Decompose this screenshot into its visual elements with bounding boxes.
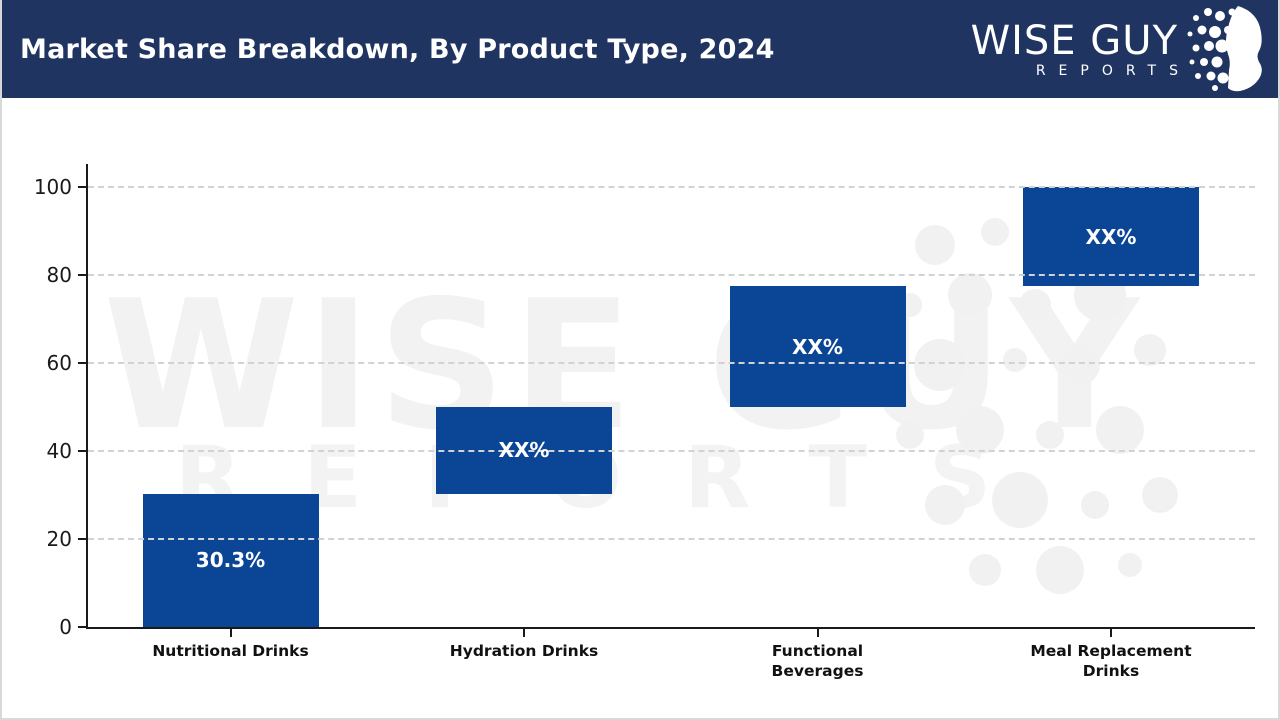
y-tick-mark xyxy=(78,274,86,276)
gridline xyxy=(88,538,1255,540)
y-tick-mark xyxy=(78,362,86,364)
bar-segment xyxy=(729,286,906,407)
x-axis-line xyxy=(86,627,1255,629)
wise-guy-reports-logo: WISE GUY REPORTS xyxy=(971,4,1280,94)
x-tick-label: Meal Replacement Drinks xyxy=(1030,642,1192,680)
x-tick-label: Functional Beverages xyxy=(771,642,864,680)
x-tick-mark xyxy=(229,629,232,637)
y-tick-mark xyxy=(78,538,86,540)
gridline xyxy=(88,450,1255,452)
bar-segment xyxy=(1023,187,1199,286)
header-bar: Market Share Breakdown, By Product Type,… xyxy=(0,0,1280,98)
logo-face-icon xyxy=(1187,6,1262,92)
y-tick-mark xyxy=(78,186,86,188)
y-tick-label: 60 xyxy=(46,351,72,375)
y-axis-line xyxy=(86,164,88,629)
x-tick-label: Nutritional Drinks xyxy=(152,642,309,660)
logo-subtitle: REPORTS xyxy=(1035,62,1191,79)
x-tick-label: Hydration Drinks xyxy=(449,642,599,660)
bar-value-label: XX% xyxy=(792,334,843,359)
y-tick-label: 40 xyxy=(46,439,72,463)
x-tick-mark xyxy=(523,629,525,637)
y-tick-label: 100 xyxy=(33,175,72,199)
y-tick-label: 0 xyxy=(59,615,72,639)
y-tick-mark xyxy=(78,450,86,452)
gridline xyxy=(88,186,1255,188)
chart-title: Market Share Breakdown, By Product Type,… xyxy=(20,33,775,65)
y-tick-label: 20 xyxy=(46,527,72,551)
x-tick-mark xyxy=(816,629,819,637)
gridline xyxy=(88,362,1255,364)
bar-value-label: XX% xyxy=(1085,224,1137,249)
y-tick-mark xyxy=(78,626,86,628)
x-tick-mark xyxy=(1110,629,1112,637)
bar-value-label: 30.3% xyxy=(195,548,266,573)
gridline xyxy=(88,274,1255,276)
bar-value-label: XX% xyxy=(498,438,550,463)
y-tick-label: 80 xyxy=(46,263,72,287)
bar-segment xyxy=(142,493,319,627)
logo-wordmark: WISE GUY xyxy=(970,17,1178,64)
logo-text: WISE GUY REPORTS xyxy=(971,21,1178,78)
